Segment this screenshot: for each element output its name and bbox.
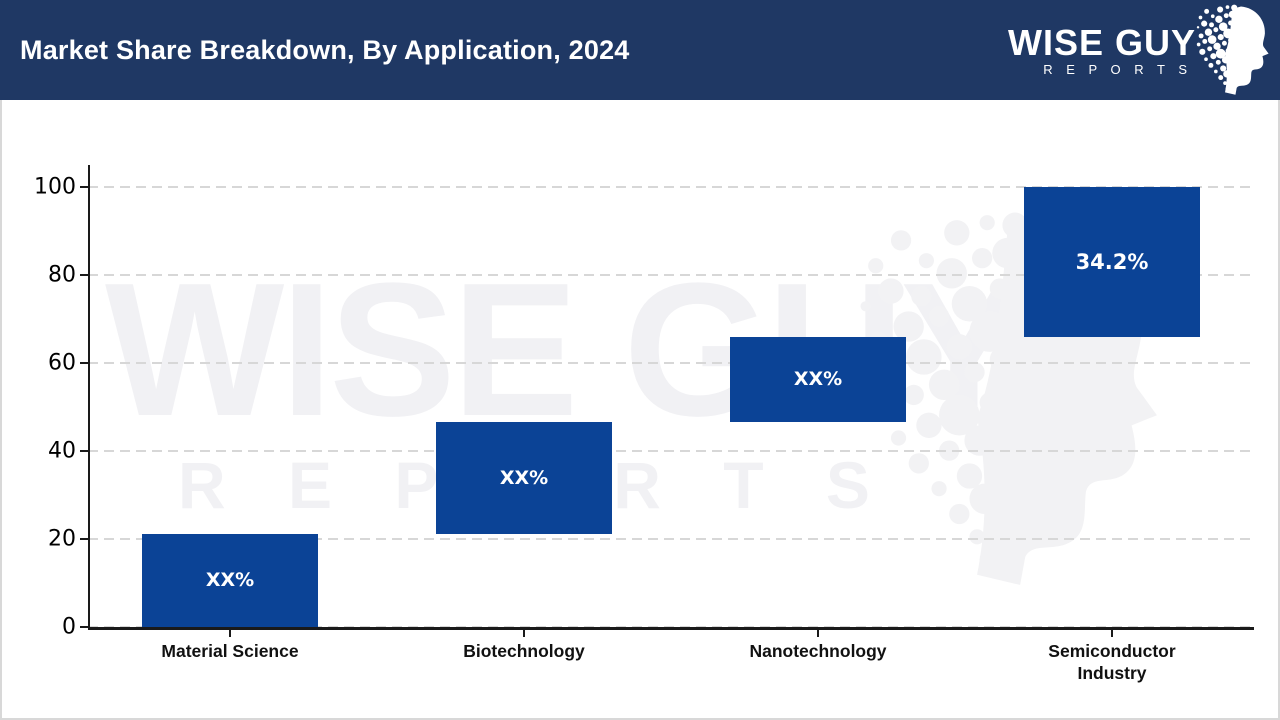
x-category-label: Nanotechnology [749, 641, 887, 661]
x-tick-mark [229, 629, 231, 637]
y-tick-label: 80 [48, 262, 76, 288]
x-axis-line [88, 627, 1254, 630]
gridline [88, 538, 1254, 540]
x-tick-mark [1111, 629, 1113, 637]
y-tick-label: 20 [48, 526, 76, 552]
bar-value-label: XX% [793, 368, 843, 391]
waterfall-chart-plot: 0 20 40 60 80 100 XX% Material Science XX% Biotec… [2, 100, 1278, 718]
gridline [88, 450, 1254, 452]
y-tick-label: 100 [34, 174, 76, 200]
bar-segment: XX% [142, 533, 318, 627]
x-category-label: Material Science [161, 641, 299, 661]
header-bar: Market Share Breakdown, By Application, … [0, 0, 1280, 100]
dotted-face-profile-icon [1196, 4, 1269, 95]
bar-segment: XX% [436, 421, 612, 534]
gridline [88, 186, 1254, 188]
y-tick-label: 40 [48, 438, 76, 464]
x-tick-mark [817, 629, 819, 637]
x-category-label: Biotechnology [463, 641, 585, 661]
y-tick-label: 60 [48, 350, 76, 376]
y-tick-mark [80, 626, 88, 628]
wise-guy-logo: WISE GUY R E P O R T S [1008, 0, 1274, 100]
y-tick-mark [80, 186, 88, 188]
bar-segment: XX% [730, 337, 906, 422]
bar-value-label: XX% [205, 569, 255, 592]
page-title: Market Share Breakdown, By Application, … [20, 34, 630, 65]
bar-value-label: 34.2% [1075, 250, 1149, 275]
y-tick-mark [80, 274, 88, 276]
x-tick-mark [523, 629, 525, 637]
y-tick-mark [80, 362, 88, 364]
bar-segment: 34.2% [1024, 187, 1200, 338]
chart-card: WISE GUY R E P O R T S [0, 100, 1280, 720]
gridline [88, 362, 1254, 364]
y-tick-label: 0 [62, 614, 76, 640]
gridline [88, 274, 1254, 276]
logo-reports-text: R E P O R T S [1043, 62, 1192, 77]
y-axis-line [88, 165, 90, 629]
bar-value-label: XX% [499, 466, 549, 489]
x-category-label: Semiconductor Industry [1048, 641, 1176, 683]
logo-brand-text: WISE GUY [1007, 22, 1196, 63]
y-tick-mark [80, 450, 88, 452]
y-tick-mark [80, 538, 88, 540]
